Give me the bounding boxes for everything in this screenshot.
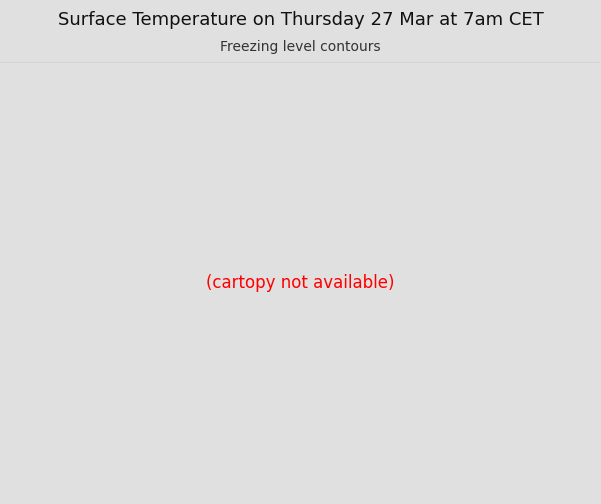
Text: (cartopy not available): (cartopy not available): [206, 275, 395, 292]
Text: Freezing level contours: Freezing level contours: [220, 40, 381, 54]
Text: Surface Temperature on Thursday 27 Mar at 7am CET: Surface Temperature on Thursday 27 Mar a…: [58, 11, 543, 29]
